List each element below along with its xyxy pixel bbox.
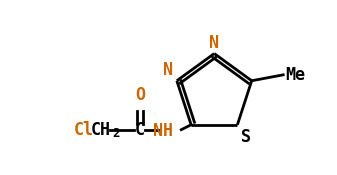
Text: CH: CH [90,121,111,139]
Text: NH: NH [153,122,174,140]
Text: N: N [209,34,219,52]
Text: 2: 2 [113,127,120,140]
Text: S: S [241,128,251,146]
Text: N: N [163,61,173,79]
Text: Cl: Cl [74,121,94,139]
Text: Me: Me [285,66,305,84]
Text: O: O [135,86,145,104]
Text: C: C [135,121,145,139]
